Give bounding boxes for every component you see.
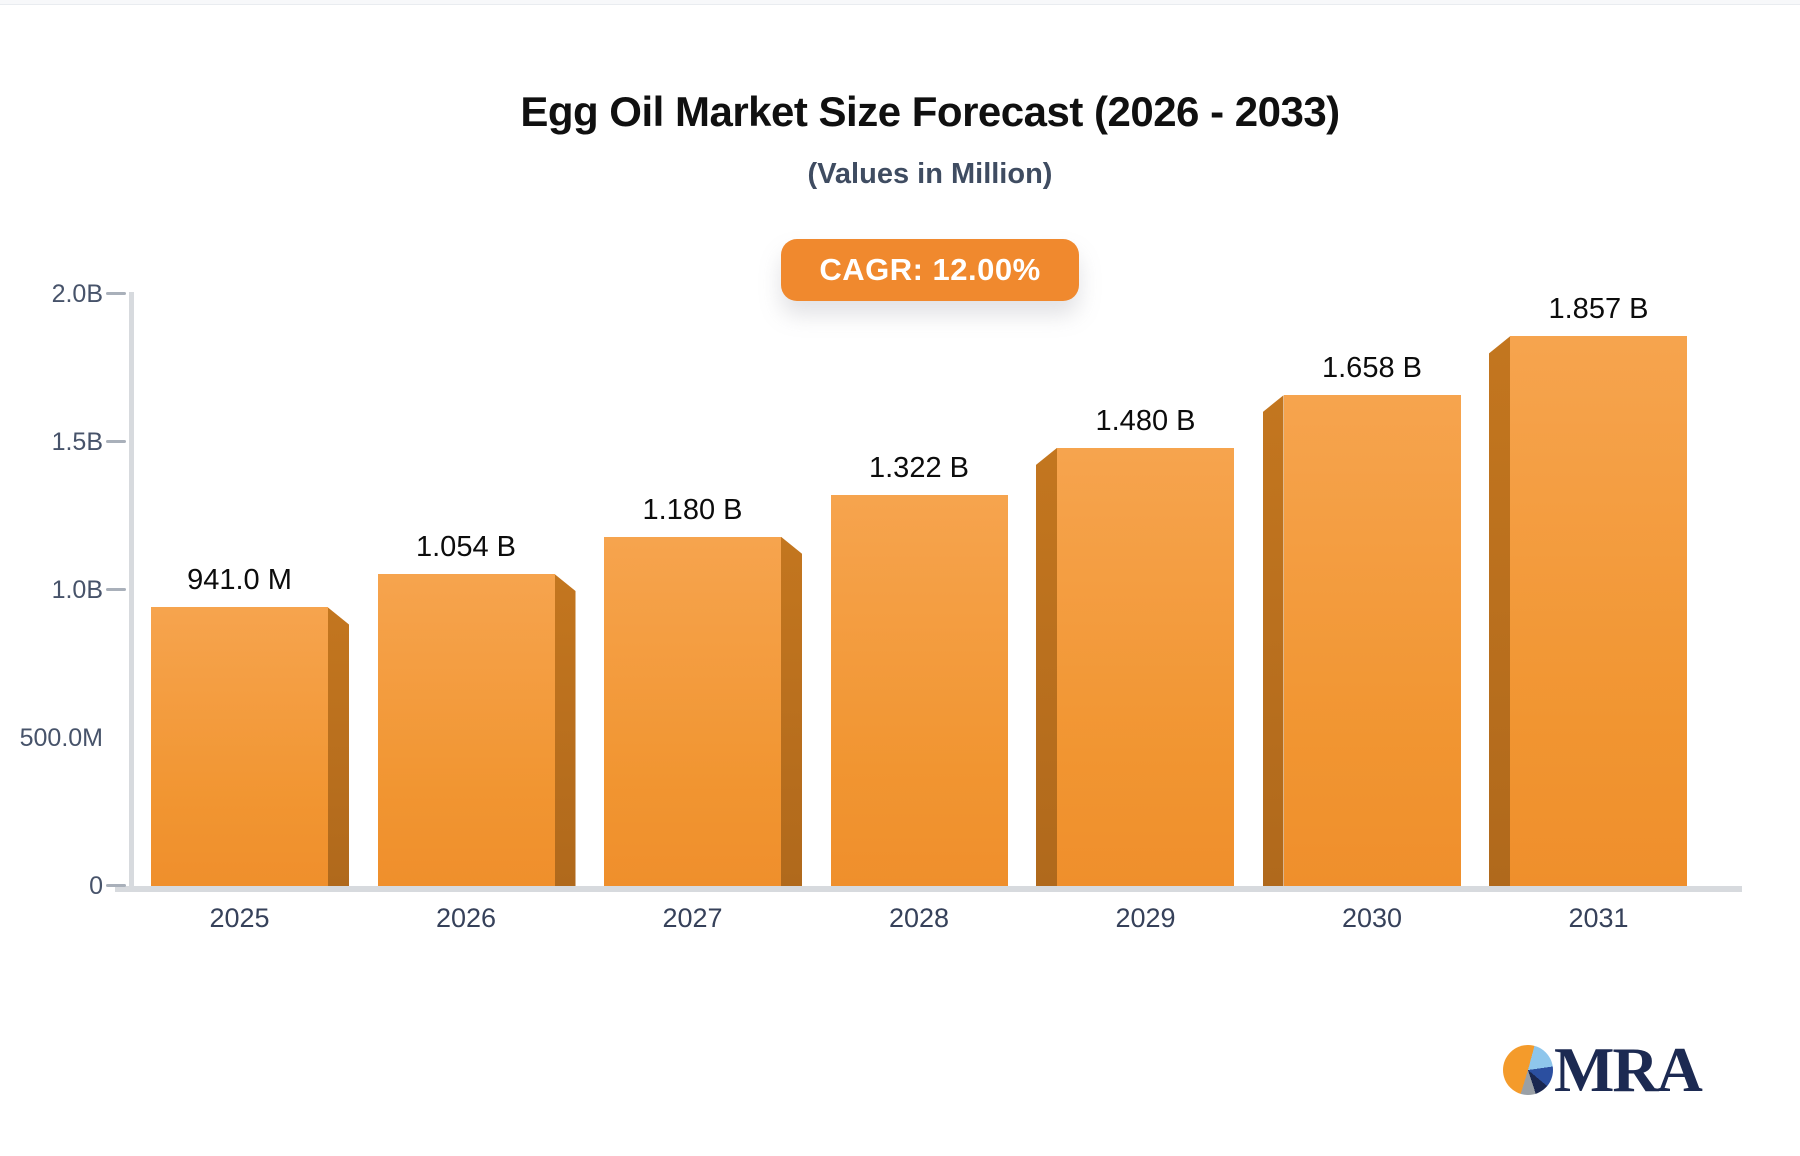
logo-text: MRA xyxy=(1554,1034,1703,1105)
bar-value-label: 1.658 B xyxy=(1322,352,1422,385)
bar-value-label: 941.0 M xyxy=(187,564,292,597)
y-tick-dash xyxy=(106,588,126,591)
bar-side-face xyxy=(1489,336,1510,886)
bar-side-face xyxy=(781,536,802,886)
x-axis-label: 2031 xyxy=(1568,903,1629,933)
y-tick-label: 0 xyxy=(89,872,103,900)
chart-header: Egg Oil Market Size Forecast (2026 - 203… xyxy=(115,0,1745,301)
bar-side-face xyxy=(554,574,576,886)
x-axis-label: 2027 xyxy=(662,903,723,933)
pie-chart-logo-icon xyxy=(1503,1045,1553,1095)
bar xyxy=(1283,395,1461,886)
bar xyxy=(1510,336,1687,886)
y-tick-label: 2.0B xyxy=(51,280,103,308)
bar-value-label: 1.054 B xyxy=(416,531,516,564)
bar-value-label: 1.180 B xyxy=(642,493,743,526)
y-tick-label: 1.0B xyxy=(51,576,103,604)
chart-subtitle: (Values in Million) xyxy=(807,158,1053,190)
y-tick-label: 500.0M xyxy=(19,724,103,752)
bar-value-label: 1.857 B xyxy=(1548,293,1649,326)
x-axis-label: 2028 xyxy=(888,903,950,933)
x-axis-label: 2025 xyxy=(209,903,270,933)
page-title: Egg Oil Market Size Forecast (2026 - 203… xyxy=(520,88,1340,135)
bar xyxy=(604,536,781,886)
bar xyxy=(830,494,1008,886)
x-axis-label: 2026 xyxy=(435,903,497,933)
cagr-badge: CAGR: 12.00% xyxy=(781,239,1079,301)
mra-logo: MRA xyxy=(1503,1034,1703,1105)
bar-value-label: 1.322 B xyxy=(869,451,969,484)
top-edge-strip xyxy=(0,0,1800,5)
x-axis-label: 2029 xyxy=(1115,903,1176,933)
x-axis-line xyxy=(115,886,1742,892)
bar xyxy=(377,574,555,886)
y-tick-dash xyxy=(106,292,126,295)
bar-side-face xyxy=(1262,395,1284,886)
y-tick-label: 1.5B xyxy=(51,428,103,456)
bar-side-face xyxy=(328,607,349,886)
bar xyxy=(151,607,328,886)
y-axis-line xyxy=(129,292,134,892)
bar xyxy=(1057,447,1234,886)
x-axis-label: 2030 xyxy=(1341,903,1403,933)
bar-side-face xyxy=(1036,447,1057,886)
y-tick-dash xyxy=(106,440,126,443)
y-tick-dash xyxy=(106,884,126,887)
bar-value-label: 1.480 B xyxy=(1095,404,1196,437)
